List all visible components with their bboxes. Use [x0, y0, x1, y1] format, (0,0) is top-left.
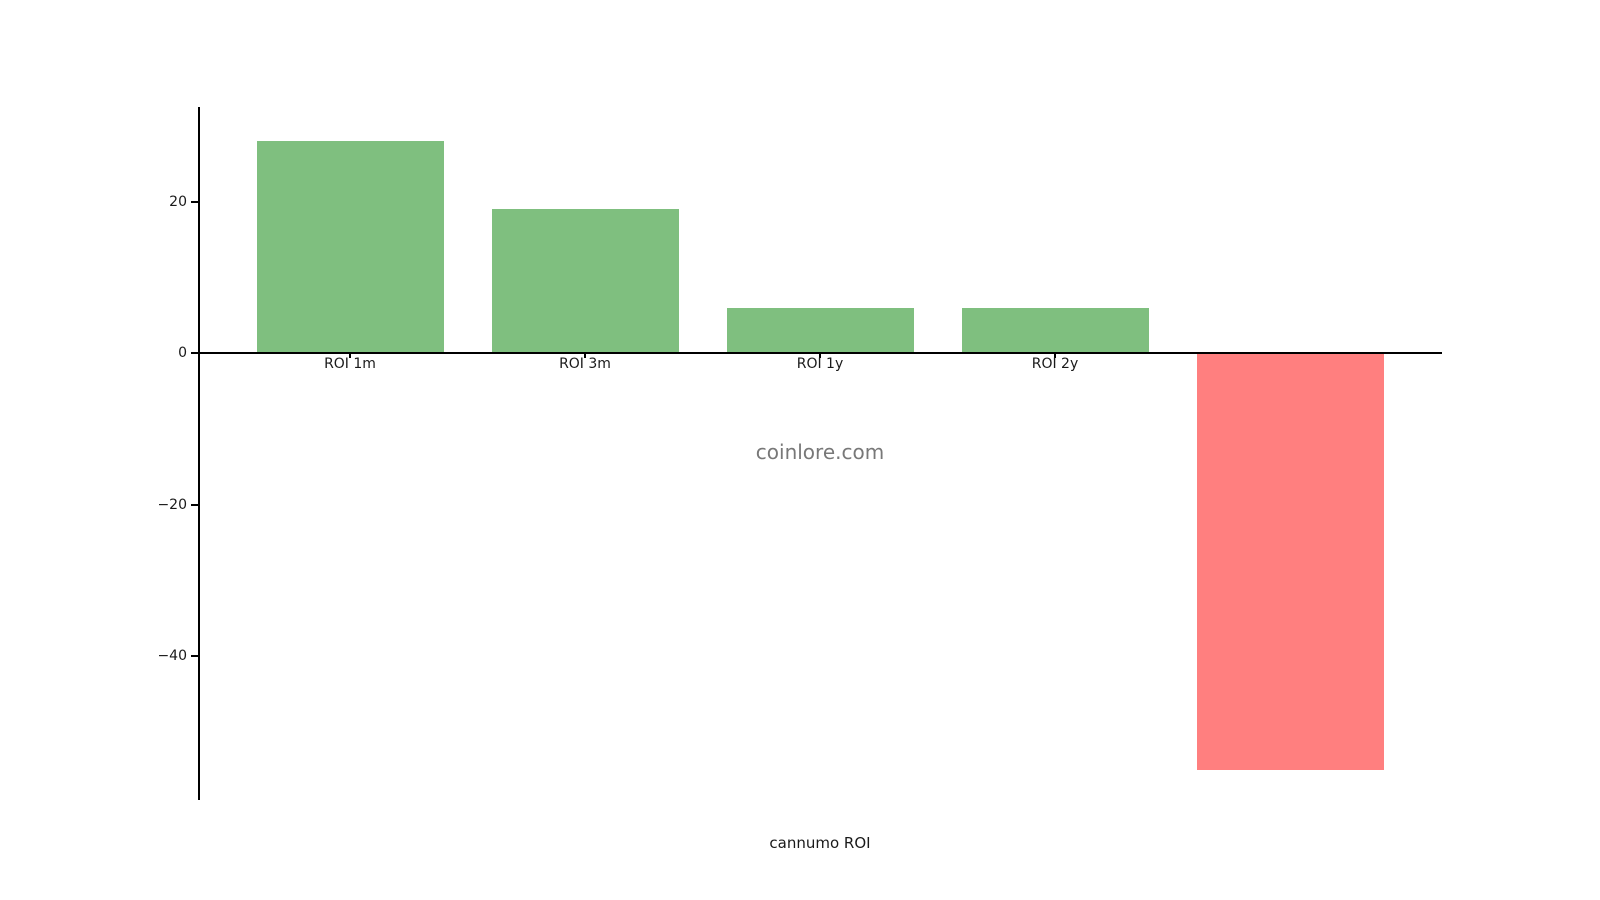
watermark-text: coinlore.com: [755, 440, 885, 464]
x-tick-label: ROI 2y: [1031, 356, 1079, 373]
y-tick-label: −20: [157, 496, 187, 513]
y-tick-mark: [191, 503, 199, 506]
bar-negative-unlabeled: [1196, 353, 1384, 770]
x-tick-label: ROI 3m: [559, 356, 611, 373]
x-tick-mark: [584, 353, 586, 359]
bar-roi-2y: [961, 307, 1149, 354]
x-tick-label: ROI 1m: [324, 356, 376, 373]
y-tick-label: −40: [157, 648, 187, 665]
x-tick-mark: [819, 353, 821, 359]
bar-roi-1m: [256, 141, 444, 354]
bar-roi-3m: [491, 209, 679, 354]
bar-roi-1y: [726, 307, 914, 354]
y-axis-line: [198, 107, 200, 800]
y-tick-mark: [191, 655, 199, 658]
y-tick-mark: [191, 200, 199, 203]
x-tick-label: ROI 1y: [796, 356, 844, 373]
x-tick-mark: [1054, 353, 1056, 359]
y-tick-label: 0: [178, 345, 187, 362]
x-axis-title: cannumo ROI: [769, 834, 871, 852]
y-tick-mark: [191, 352, 199, 355]
y-tick-label: 20: [169, 193, 187, 210]
x-tick-mark: [349, 353, 351, 359]
